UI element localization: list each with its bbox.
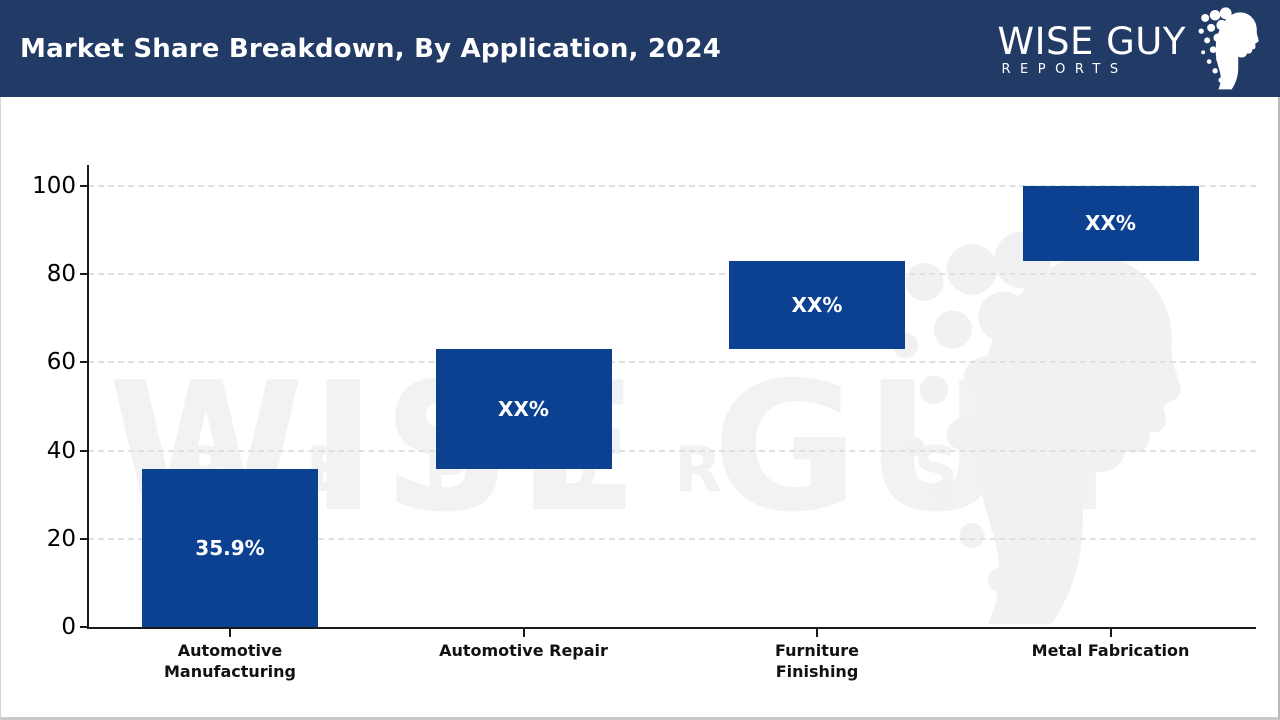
y-tick-label: 60 (46, 349, 76, 376)
chart-title: Market Share Breakdown, By Application, … (20, 33, 722, 64)
y-tick (80, 537, 88, 540)
wise-guy-logo: WISE GUY REPORTS (998, 6, 1266, 92)
logo-name: WISE GUY (997, 19, 1186, 63)
logo-text: WISE GUY REPORTS (997, 19, 1186, 77)
x-category-label: Automotive Repair (409, 640, 639, 661)
y-tick-label: 0 (61, 614, 76, 640)
x-category-line: Furniture (774, 641, 860, 660)
waterfall-bar: 35.9% (142, 468, 318, 627)
y-tick (80, 273, 88, 276)
x-axis-line (87, 627, 1256, 629)
y-gridline (88, 537, 1256, 540)
y-gridline (88, 449, 1256, 452)
y-tick (80, 185, 88, 187)
x-category-line: Metal Fabrication (1031, 641, 1190, 660)
waterfall-bar: XX% (729, 260, 905, 350)
x-category-line: Finishing (775, 662, 859, 681)
chart-canvas: WISE GUY REPORTS 0 20 40 60 80 100 35.9% Automo… (0, 97, 1280, 717)
y-tick (80, 449, 88, 452)
x-category-line: Automotive (177, 641, 283, 660)
waterfall-bar: XX% (435, 349, 612, 469)
y-gridline (88, 273, 1256, 276)
y-tick-label: 100 (32, 173, 76, 199)
x-category-line: Automotive Repair (439, 641, 608, 660)
bar-value-label: XX% (1085, 211, 1136, 236)
watermark-head-icon (892, 231, 1181, 625)
y-gridline (88, 361, 1256, 364)
bar-value-label: XX% (498, 396, 549, 421)
x-category-line: Manufacturing (164, 662, 296, 681)
x-category-label: Automotive Manufacturing (115, 640, 345, 682)
waterfall-bar: XX% (1022, 186, 1199, 261)
x-tick (816, 629, 818, 637)
x-tick (522, 629, 525, 637)
y-axis-line (87, 165, 89, 629)
y-tick-label: 80 (46, 261, 76, 288)
header-banner: Market Share Breakdown, By Application, … (0, 0, 1280, 97)
x-tick (229, 629, 231, 637)
x-category-label: Metal Fabrication (996, 640, 1226, 661)
bar-value-label: 35.9% (195, 535, 265, 560)
logo-subtitle: REPORTS (1001, 61, 1128, 77)
y-tick-label: 20 (46, 525, 76, 552)
y-tick-label: 40 (46, 437, 76, 464)
logo-head-icon (1198, 6, 1259, 89)
bar-value-label: XX% (791, 293, 843, 318)
y-tick (80, 361, 88, 364)
x-category-label: Furniture Finishing (702, 640, 932, 682)
y-gridline (88, 185, 1256, 187)
x-tick (1109, 629, 1112, 637)
y-tick (80, 626, 88, 628)
